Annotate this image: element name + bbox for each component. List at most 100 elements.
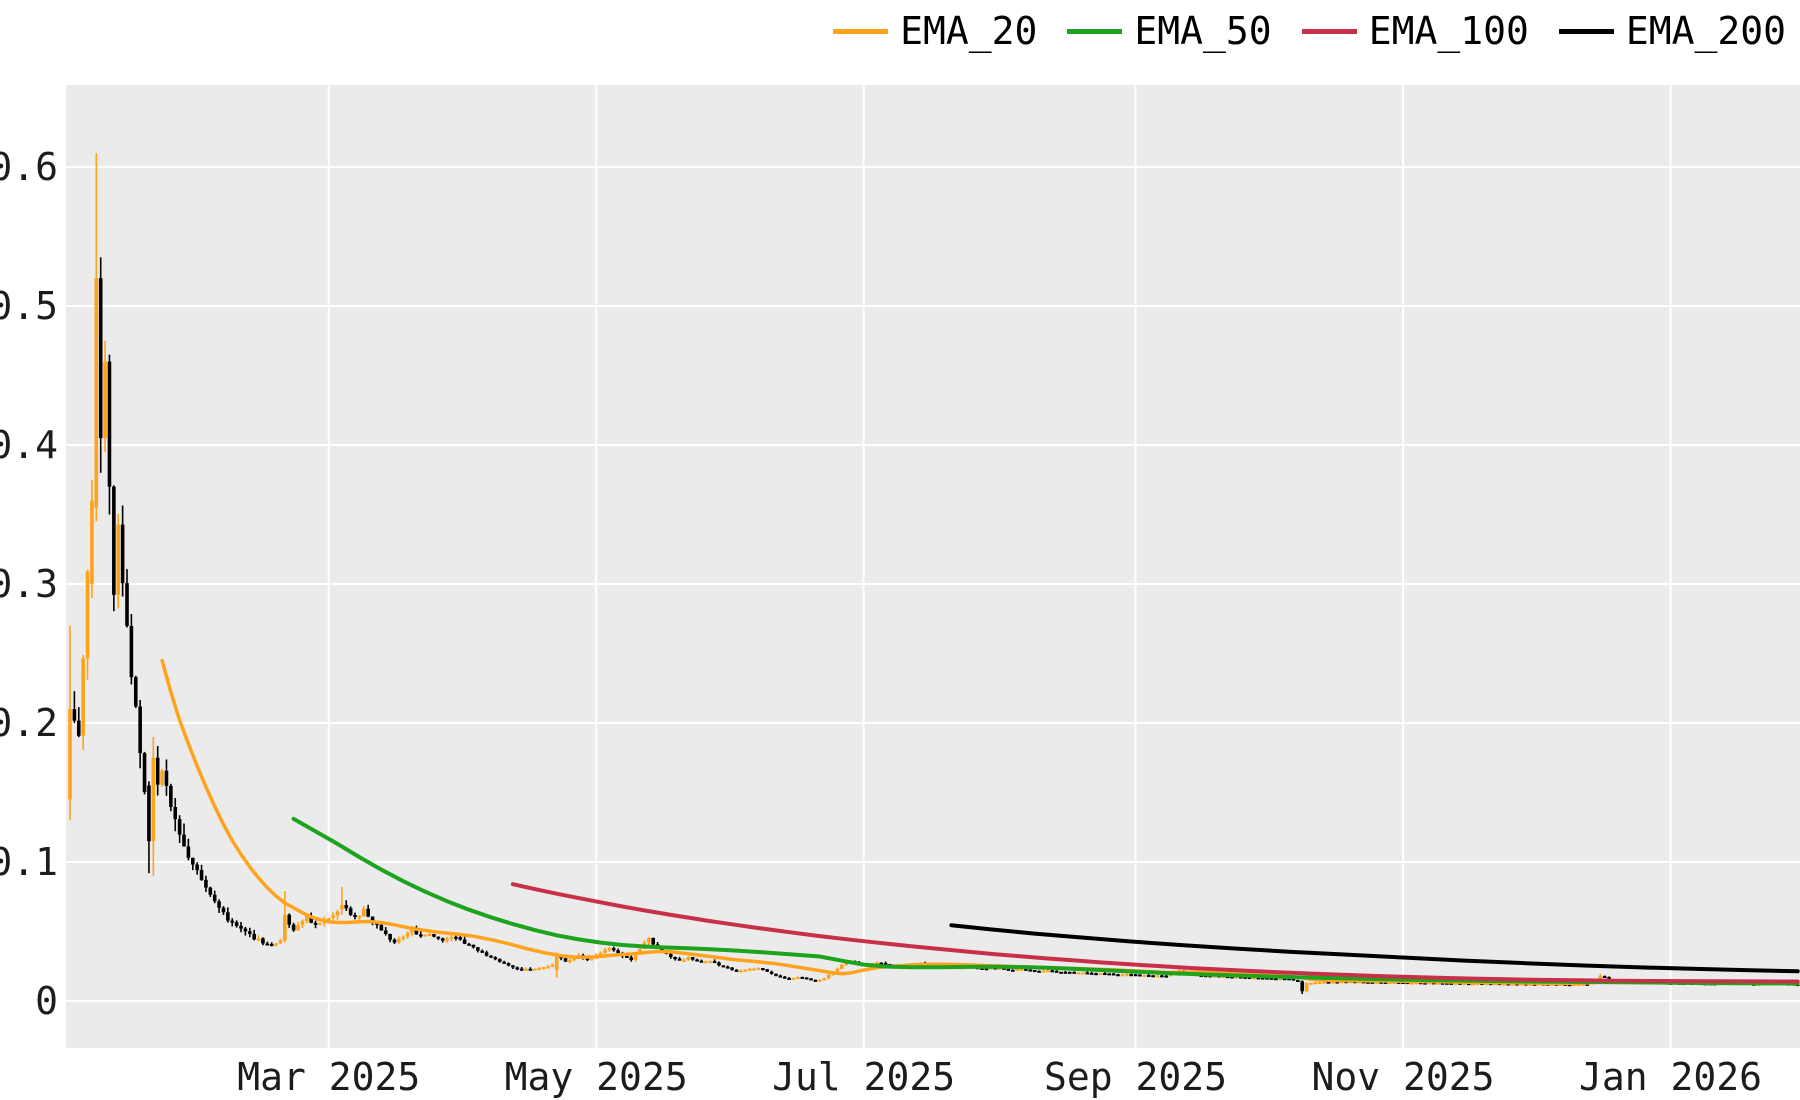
candle-body — [611, 948, 616, 951]
candle — [1164, 975, 1169, 978]
candle-body — [234, 922, 239, 926]
candle — [1015, 968, 1019, 971]
candle — [568, 958, 572, 964]
candle — [1133, 973, 1138, 977]
candle — [677, 956, 682, 961]
candle-body — [546, 966, 550, 969]
candle-body — [283, 914, 287, 941]
candle — [265, 941, 270, 946]
candle-body — [511, 965, 515, 968]
candle-body — [695, 959, 699, 962]
candle — [177, 815, 182, 843]
candle-body — [190, 857, 195, 865]
candle-body — [515, 967, 520, 970]
candle-body — [160, 770, 164, 785]
x-tick-label: May 2025 — [505, 1055, 688, 1099]
candle — [704, 960, 708, 964]
candle-body — [1585, 983, 1590, 986]
candle — [756, 967, 761, 971]
candle-body — [1269, 977, 1274, 980]
candle-body — [186, 846, 191, 858]
candle — [357, 915, 362, 921]
candle-body — [247, 931, 252, 934]
candle — [340, 887, 344, 915]
candle — [725, 965, 730, 969]
candle-body — [449, 936, 454, 939]
candle-body — [1094, 973, 1098, 976]
ema_50-line — [291, 816, 1800, 986]
candle-body — [151, 757, 156, 842]
candle — [647, 937, 651, 946]
candle-body — [883, 963, 888, 966]
candle-body — [809, 978, 813, 981]
candle-body — [436, 936, 441, 939]
candle-body — [1331, 981, 1335, 984]
candle-body — [524, 968, 528, 971]
candle-body — [414, 927, 419, 935]
candle — [436, 936, 441, 941]
candle-body — [541, 966, 546, 969]
candle-body — [440, 938, 445, 941]
axis-labels: 0 0.1 0.2 0.3 0.4 0.5 0.6 Mar 2025 May 2025 Jul 2… — [0, 145, 1762, 1099]
candle-body — [752, 968, 756, 971]
candle-body — [1247, 977, 1252, 980]
candle-body — [1572, 984, 1576, 987]
candle — [383, 927, 388, 936]
plot-area — [66, 85, 1800, 1048]
candle-body — [1576, 984, 1581, 987]
candle-body — [1410, 982, 1414, 985]
candle-body — [81, 658, 85, 736]
candle-body — [730, 967, 734, 970]
candle — [782, 975, 787, 979]
candle — [629, 955, 634, 962]
candle — [541, 966, 546, 970]
candle-body — [397, 939, 401, 943]
candle — [651, 937, 656, 946]
candle — [1602, 975, 1607, 978]
y-tick-label: 0.6 — [0, 145, 58, 189]
candle-body — [1274, 978, 1278, 981]
candle-body — [506, 963, 511, 966]
x-tick-label: Jan 2026 — [1579, 1055, 1762, 1099]
candle-body — [673, 957, 677, 960]
y-tick-label: 0.5 — [0, 284, 58, 328]
candle-body — [221, 907, 226, 913]
candle-body — [204, 879, 208, 888]
candle-body — [550, 964, 555, 967]
legend-item-EMA_20: EMA_20 — [833, 8, 1037, 54]
candle-body — [480, 950, 484, 953]
candle — [668, 953, 673, 959]
candle-body — [1010, 969, 1015, 972]
candle-body — [629, 957, 634, 961]
candle — [230, 918, 235, 927]
candle — [1317, 981, 1322, 985]
candle-body — [1116, 974, 1120, 977]
candle — [388, 933, 392, 943]
candle-body — [445, 938, 449, 941]
candle — [1076, 972, 1081, 975]
candle — [1032, 970, 1037, 973]
candle — [1116, 973, 1120, 977]
candle-body — [1054, 970, 1059, 973]
candle-body — [85, 571, 90, 659]
candle — [1085, 971, 1090, 975]
candle-body — [668, 953, 673, 958]
candle-body — [98, 278, 103, 439]
ema_100-line — [510, 882, 1800, 984]
candle-body — [519, 968, 524, 971]
candle — [1296, 979, 1300, 983]
candle-body — [533, 968, 537, 971]
candle — [419, 931, 423, 938]
y-tick-label: 0.2 — [0, 701, 58, 745]
candle — [519, 966, 524, 972]
candle — [774, 973, 778, 977]
candle-body — [125, 583, 129, 626]
legend-swatch — [1558, 28, 1614, 34]
candle-body — [103, 361, 107, 439]
candle — [269, 942, 274, 947]
candle-body — [1567, 984, 1572, 987]
candle-body — [1138, 974, 1142, 977]
candle — [94, 153, 99, 522]
candle-body — [278, 940, 283, 944]
